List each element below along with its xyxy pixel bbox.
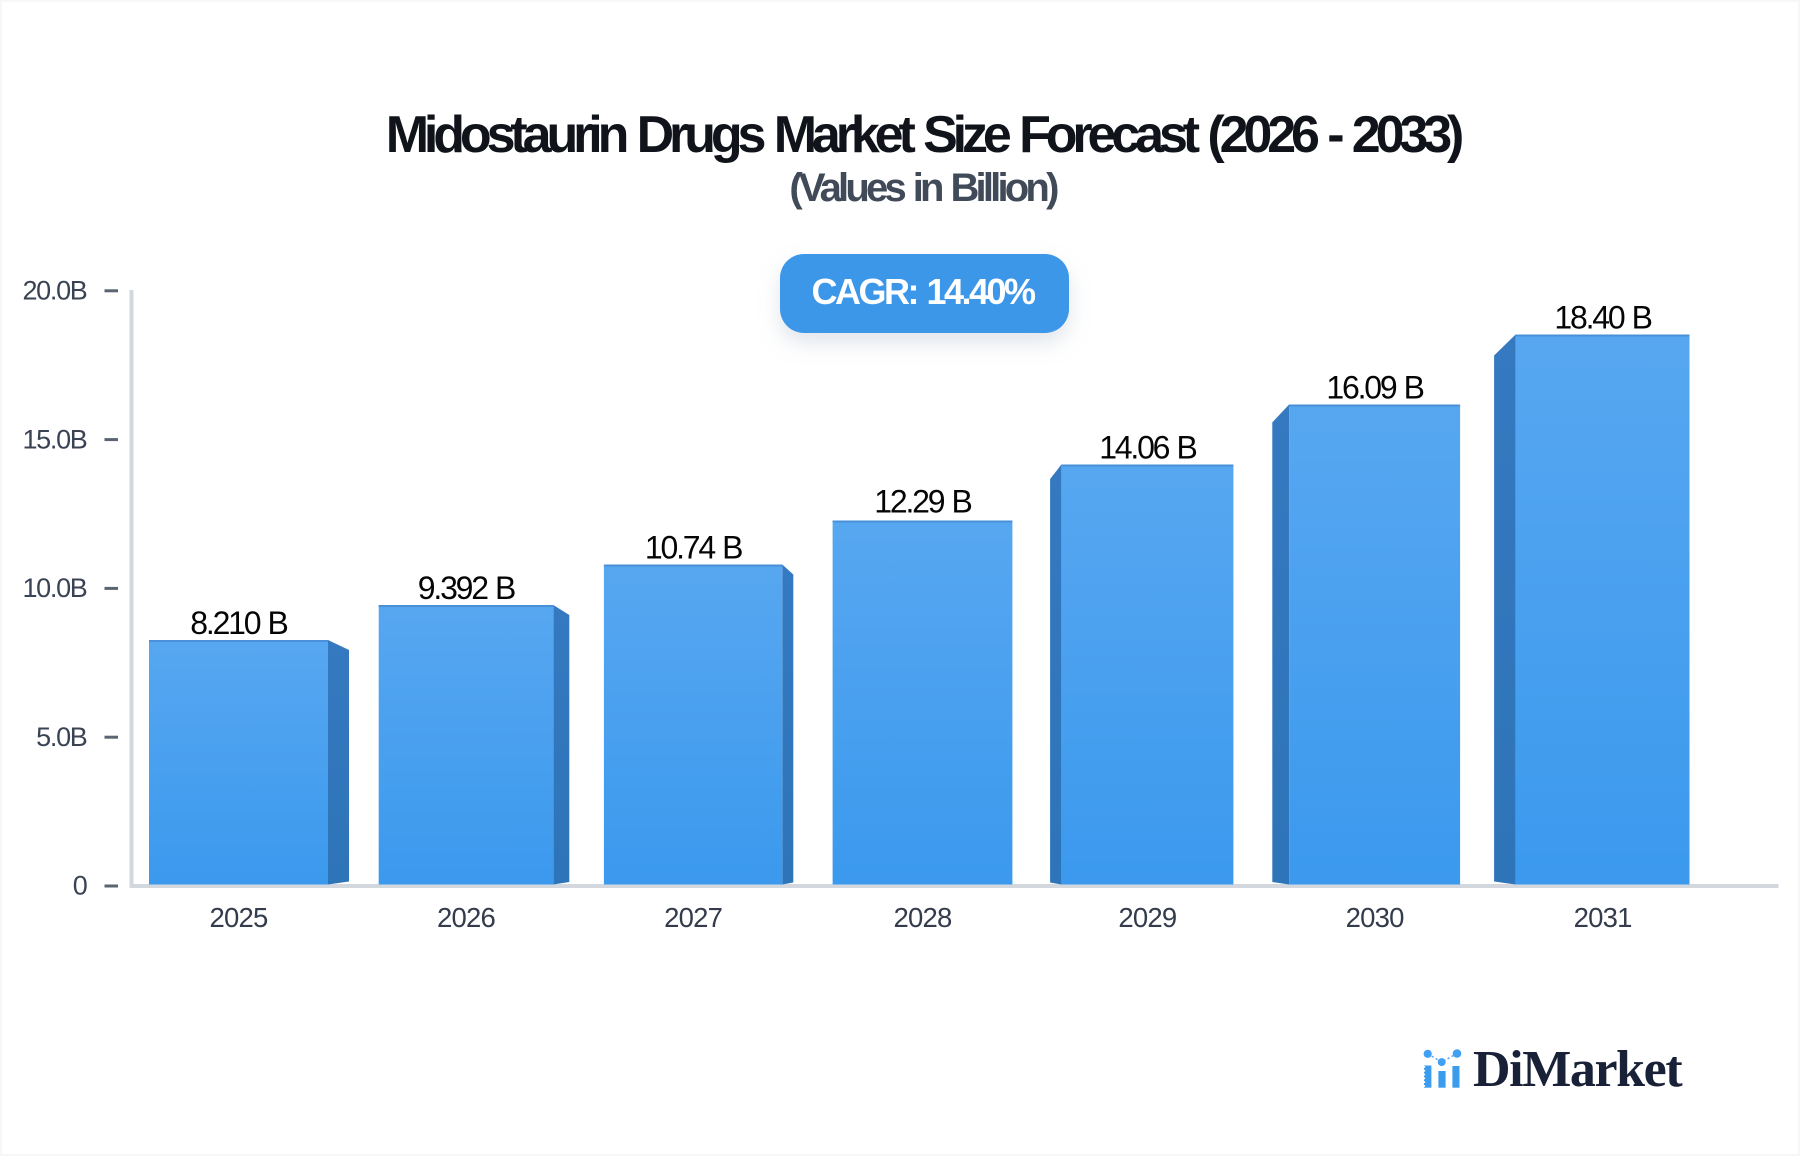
svg-text:CAGR: 14.40%: CAGR: 14.40% — [811, 271, 1036, 312]
svg-text:10.0B: 10.0B — [22, 573, 86, 603]
svg-text:12.29 B: 12.29 B — [874, 484, 971, 520]
svg-text:2029: 2029 — [1118, 902, 1176, 933]
svg-text:0: 0 — [73, 871, 87, 901]
svg-text:2027: 2027 — [664, 902, 722, 933]
svg-text:2030: 2030 — [1346, 902, 1404, 933]
svg-text:2031: 2031 — [1574, 902, 1632, 933]
svg-text:(Values in Billion): (Values in Billion) — [789, 166, 1058, 210]
svg-text:18.40 B: 18.40 B — [1554, 300, 1651, 336]
svg-text:2026: 2026 — [437, 902, 495, 933]
svg-text:Midostaurin Drugs Market Size: Midostaurin Drugs Market Size Forecast (… — [386, 106, 1462, 164]
svg-text:16.09 B: 16.09 B — [1326, 370, 1423, 406]
svg-text:DiMarket: DiMarket — [1473, 1041, 1683, 1098]
svg-text:5.0B: 5.0B — [36, 722, 87, 752]
svg-text:2025: 2025 — [210, 902, 268, 933]
svg-text:20.0B: 20.0B — [22, 276, 86, 306]
svg-text:10.74 B: 10.74 B — [645, 530, 742, 566]
svg-text:15.0B: 15.0B — [22, 424, 86, 454]
svg-text:8.210 B: 8.210 B — [190, 605, 287, 641]
svg-text:14.06 B: 14.06 B — [1099, 430, 1196, 466]
svg-text:2028: 2028 — [894, 902, 952, 933]
svg-text:9.392 B: 9.392 B — [418, 570, 515, 606]
